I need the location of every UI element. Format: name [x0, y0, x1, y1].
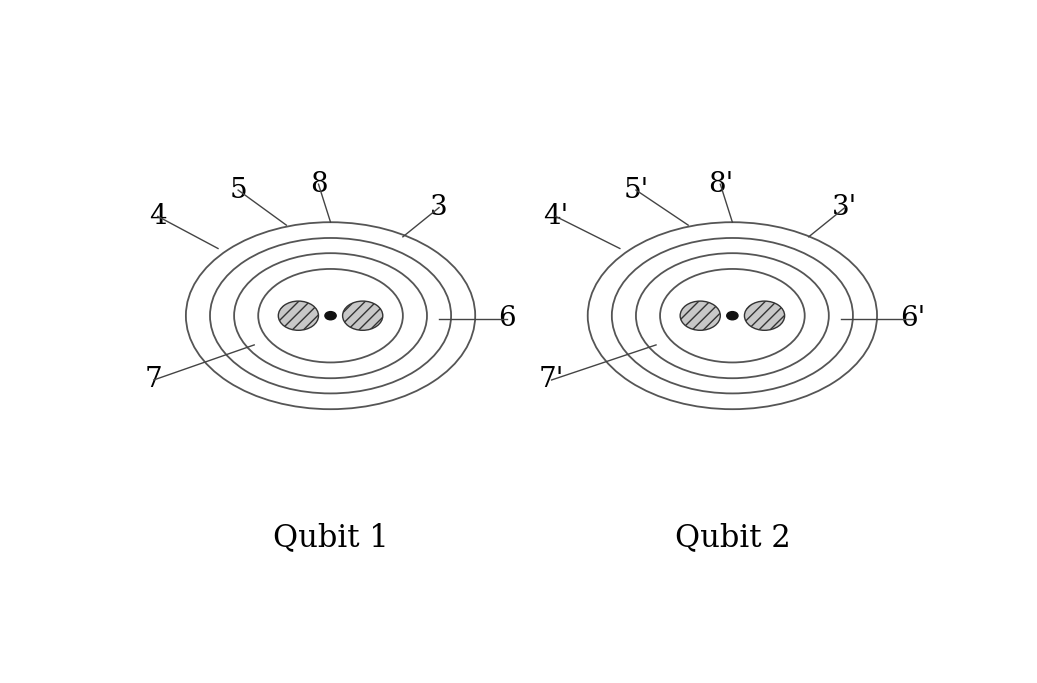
Text: 6: 6 [499, 305, 516, 332]
Text: Qubit 2: Qubit 2 [674, 522, 790, 553]
Circle shape [680, 301, 721, 331]
Text: 8': 8' [707, 171, 733, 197]
Text: Qubit 1: Qubit 1 [273, 522, 389, 553]
Text: 7': 7' [539, 367, 564, 393]
Circle shape [342, 301, 383, 331]
Circle shape [278, 301, 318, 331]
Text: 4: 4 [149, 203, 167, 230]
Text: 5': 5' [623, 177, 648, 204]
Text: 5: 5 [229, 177, 247, 204]
Text: 7: 7 [145, 367, 163, 393]
Text: 8: 8 [310, 171, 328, 197]
Circle shape [745, 301, 785, 331]
Text: 4': 4' [543, 203, 568, 230]
Text: 6': 6' [900, 305, 926, 332]
Circle shape [325, 311, 336, 320]
Text: 3: 3 [430, 194, 448, 221]
Circle shape [727, 311, 738, 320]
Text: 3': 3' [833, 194, 858, 221]
